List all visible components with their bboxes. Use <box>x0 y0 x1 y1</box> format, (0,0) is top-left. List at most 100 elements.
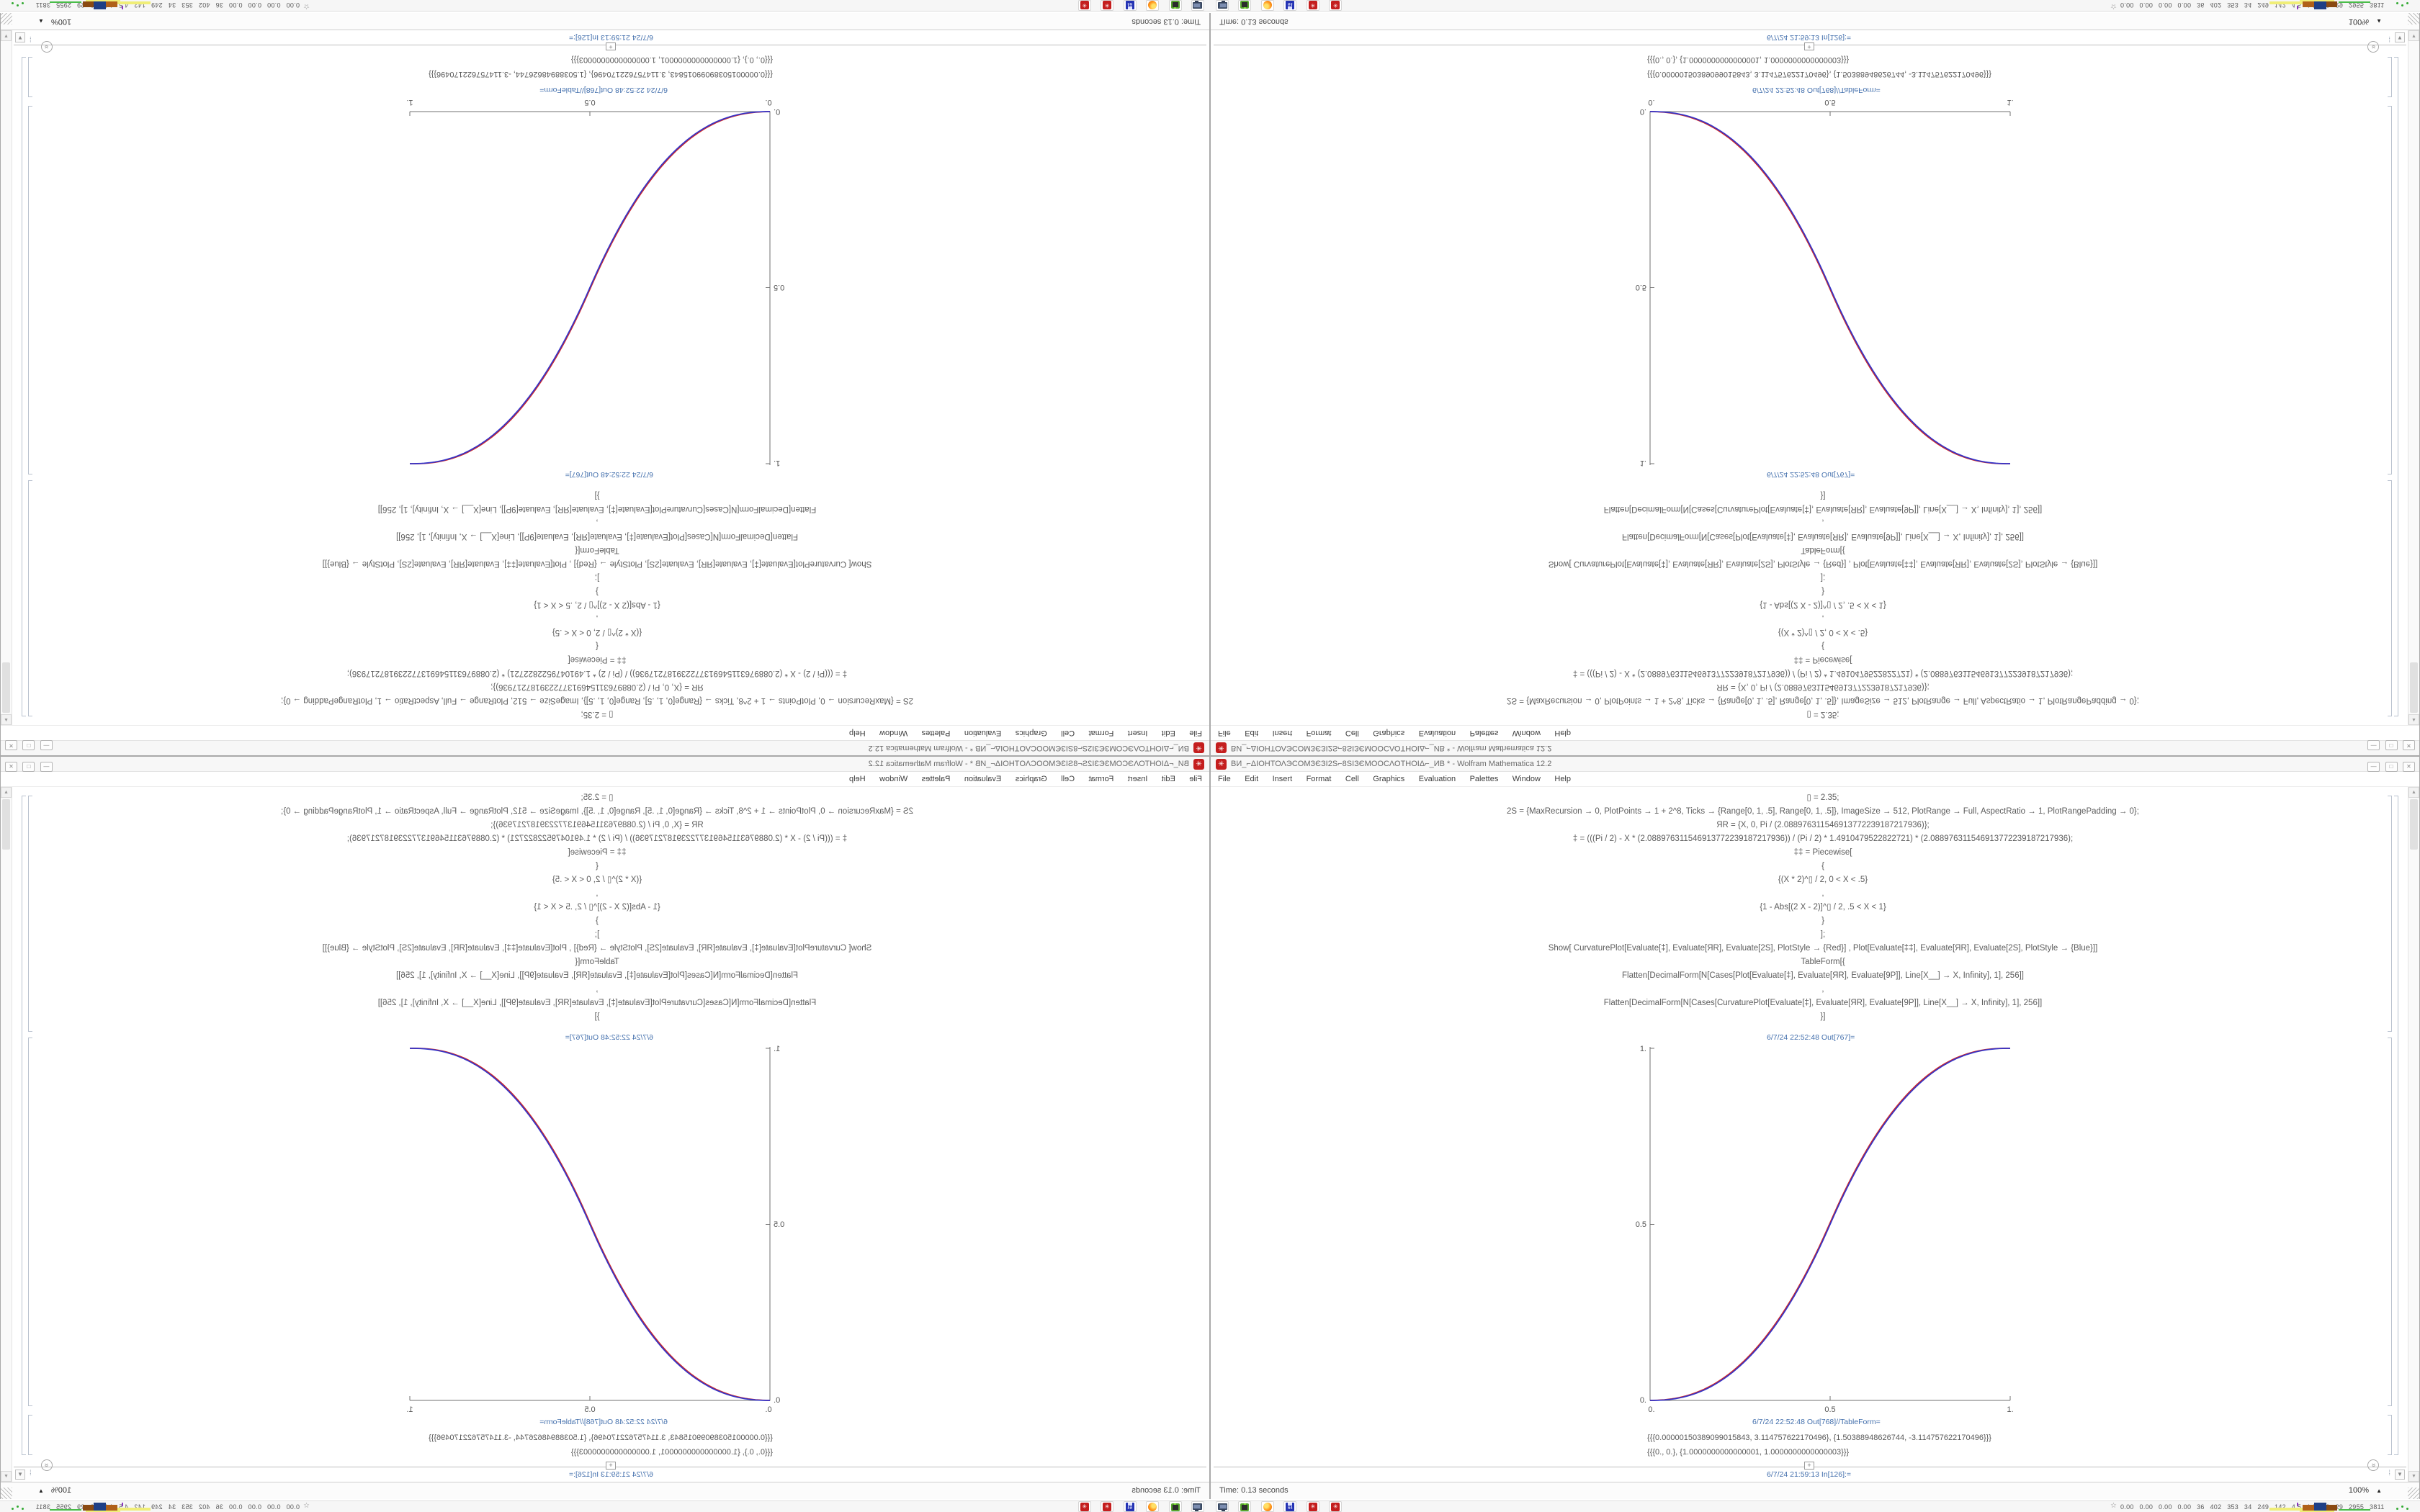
code-line[interactable]: , <box>596 614 599 623</box>
menu-help[interactable]: Help <box>849 775 866 783</box>
menu-edit[interactable]: Edit <box>1245 729 1259 737</box>
mathematica-taskbar-icon[interactable]: ✳ <box>1077 0 1091 11</box>
insert-cell-plus-button[interactable]: + <box>1804 1462 1814 1470</box>
code-line[interactable]: ]; <box>1820 930 1826 939</box>
minimize-button[interactable]: — <box>2367 740 2380 750</box>
code-line[interactable]: {1 - Abs[(2 X - 2)]^▯ / 2, .5 < X < 1} <box>1760 600 1886 609</box>
plot-output-cell-bracket[interactable] <box>2388 1038 2392 1406</box>
code-line[interactable]: Show[ CurvaturePlot[Evaluate[‡], Evaluat… <box>1548 559 2098 568</box>
code-line[interactable]: ‡‡ = Piecewise[ <box>568 848 627 857</box>
input-cell[interactable]: ▯ = 2.35; 2S = {MaxRecursion → 0, PlotPo… <box>86 791 1108 1024</box>
close-button[interactable]: ✕ <box>2403 762 2415 772</box>
code-line[interactable]: 2S = {MaxRecursion → 0, PlotPoints → 1 +… <box>1507 696 2139 705</box>
code-line[interactable]: ]; <box>1820 573 1826 582</box>
code-line[interactable]: Flatten[DecimalForm[N[Cases[Plot[Evaluat… <box>1621 532 2024 541</box>
scroll-up-arrow[interactable]: ▲ <box>1 787 12 798</box>
scroll-up-arrow[interactable]: ▲ <box>2408 787 2419 798</box>
firefox-icon[interactable] <box>1146 1501 1160 1512</box>
scroll-down-arrow[interactable]: ▼ <box>1 30 12 41</box>
code-line[interactable]: Show[ CurvaturePlot[Evaluate[‡], Evaluat… <box>322 559 872 568</box>
menu-format[interactable]: Format <box>1306 729 1332 737</box>
window-resize-grip[interactable] <box>1 1488 12 1499</box>
magnification-control[interactable]: 100% <box>2348 17 2369 26</box>
plot-output-cell-bracket[interactable] <box>2388 106 2392 474</box>
insert-cell-plus-button[interactable]: + <box>606 1462 616 1470</box>
cell-assistant-icon[interactable]: ⁞ <box>2388 35 2390 42</box>
menu-palettes[interactable]: Palettes <box>921 729 951 737</box>
code-line[interactable]: }] <box>594 491 600 500</box>
menu-help[interactable]: Help <box>1554 775 1571 783</box>
code-line[interactable]: {(X * 2)^▯ / 2, 0 < X < .5} <box>552 628 642 636</box>
code-line[interactable]: ‡ = (((Pi / 2) - X * (2.0889763115469137… <box>346 834 848 843</box>
scroll-up-arrow[interactable]: ▲ <box>1 714 12 725</box>
code-line[interactable]: ▯ = 2.35; <box>581 710 614 719</box>
menu-insert[interactable]: Insert <box>1127 729 1148 737</box>
menu-help[interactable]: Help <box>1554 729 1571 737</box>
window-resize-grip[interactable] <box>2408 13 2419 24</box>
maximize-button[interactable]: □ <box>2385 740 2398 750</box>
insert-cell-plus-button[interactable]: + <box>1804 42 1814 50</box>
cell-group-bracket[interactable] <box>2394 57 2398 716</box>
window-resize-grip[interactable] <box>2408 1488 2419 1499</box>
code-line[interactable]: }] <box>1820 491 1826 500</box>
code-line[interactable]: ▯ = 2.35; <box>581 793 614 802</box>
collapse-output-icon[interactable]: » <box>2367 41 2379 53</box>
floppy-64-icon[interactable]: 64 <box>1123 0 1137 11</box>
menu-edit[interactable]: Edit <box>1161 729 1175 737</box>
input-cell[interactable]: ▯ = 2.35; 2S = {MaxRecursion → 0, PlotPo… <box>86 488 1108 721</box>
menu-window[interactable]: Window <box>879 729 908 737</box>
cell-dropdown-button[interactable]: ▼ <box>15 1470 25 1480</box>
mathematica-taskbar-icon[interactable]: ✳ <box>1306 1501 1319 1512</box>
menu-evaluation[interactable]: Evaluation <box>964 729 1002 737</box>
code-line[interactable]: ]; <box>594 573 600 582</box>
plot-output-cell-bracket[interactable] <box>28 1038 32 1406</box>
vertical-scrollbar[interactable]: ▲ ▼ <box>2408 787 2419 1482</box>
tray-star-icon[interactable]: ☆ <box>303 1502 310 1510</box>
code-line[interactable]: TableForm[{ <box>1801 546 1845 554</box>
code-line[interactable]: {(X * 2)^▯ / 2, 0 < X < .5} <box>1778 628 1868 636</box>
code-line[interactable]: ▯ = 2.35; <box>1806 793 1839 802</box>
close-button[interactable]: ✕ <box>5 740 17 750</box>
code-line[interactable]: Flatten[DecimalForm[N[Cases[Plot[Evaluat… <box>396 532 799 541</box>
scroll-down-arrow[interactable]: ▼ <box>2408 30 2419 41</box>
close-button[interactable]: ✕ <box>2403 740 2415 750</box>
code-line[interactable]: TableForm[{ <box>575 958 619 966</box>
table-output-cell-bracket[interactable] <box>2388 57 2392 97</box>
menu-window[interactable]: Window <box>1512 729 1541 737</box>
input-cell-bracket[interactable] <box>2388 796 2392 1032</box>
code-line[interactable]: Show[ CurvaturePlot[Evaluate[‡], Evaluat… <box>322 944 872 953</box>
cell-dropdown-button[interactable]: ▼ <box>2395 1470 2405 1480</box>
code-line[interactable]: ‡ = (((Pi / 2) - X * (2.0889763115469137… <box>1572 669 2074 678</box>
code-line[interactable]: , <box>596 985 599 994</box>
code-line[interactable]: {(X * 2)^▯ / 2, 0 < X < .5} <box>1778 876 1868 884</box>
code-line[interactable]: Flatten[DecimalForm[N[Cases[Plot[Evaluat… <box>396 971 799 980</box>
code-line[interactable]: , <box>596 889 599 898</box>
cell-group-bracket[interactable] <box>22 57 26 716</box>
menu-cell[interactable]: Cell <box>1345 729 1359 737</box>
code-line[interactable]: , <box>1821 518 1824 527</box>
code-line[interactable]: {(X * 2)^▯ / 2, 0 < X < .5} <box>552 876 642 884</box>
cell-dropdown-button[interactable]: ▼ <box>2395 32 2405 42</box>
code-line[interactable]: ‡‡ = Piecewise[ <box>1793 655 1852 664</box>
code-line[interactable]: ‡‡ = Piecewise[ <box>568 655 627 664</box>
menu-edit[interactable]: Edit <box>1161 775 1175 783</box>
code-line[interactable]: }] <box>1820 1012 1826 1021</box>
window-titlebar[interactable]: ✳ ВИ_⌐ΔΙΟΗΤΟΛЭСΟΜЗЄЗΙ2Ѕ⌐8ЅΙЗЄΜΟΟСΛΟΤΗΟΙΔ… <box>1211 757 2419 772</box>
input-cell-bracket[interactable] <box>2388 480 2392 716</box>
input-cell-bracket[interactable] <box>28 796 32 1032</box>
display-monitor-icon[interactable] <box>1191 1501 1204 1512</box>
menu-evaluation[interactable]: Evaluation <box>1418 775 1456 783</box>
firefox-icon[interactable] <box>1260 1501 1274 1512</box>
menu-file[interactable]: File <box>1189 775 1202 783</box>
collapse-output-icon[interactable]: » <box>41 1459 53 1471</box>
menu-window[interactable]: Window <box>1512 775 1541 783</box>
code-line[interactable]: , <box>1821 985 1824 994</box>
menu-evaluation[interactable]: Evaluation <box>964 775 1002 783</box>
mathematica-taskbar-icon[interactable]: ✳ <box>1101 0 1114 11</box>
code-line[interactable]: ЯR = {X, 0, Pi / (2.08897631154691377223… <box>1716 821 1930 829</box>
code-line[interactable]: { <box>1821 862 1824 870</box>
scrollbar-thumb[interactable] <box>2 662 10 713</box>
code-line[interactable]: TableForm[{ <box>1801 958 1845 966</box>
emulator-icon[interactable] <box>1168 0 1182 11</box>
floppy-64-icon[interactable]: 64 <box>1123 1501 1137 1512</box>
